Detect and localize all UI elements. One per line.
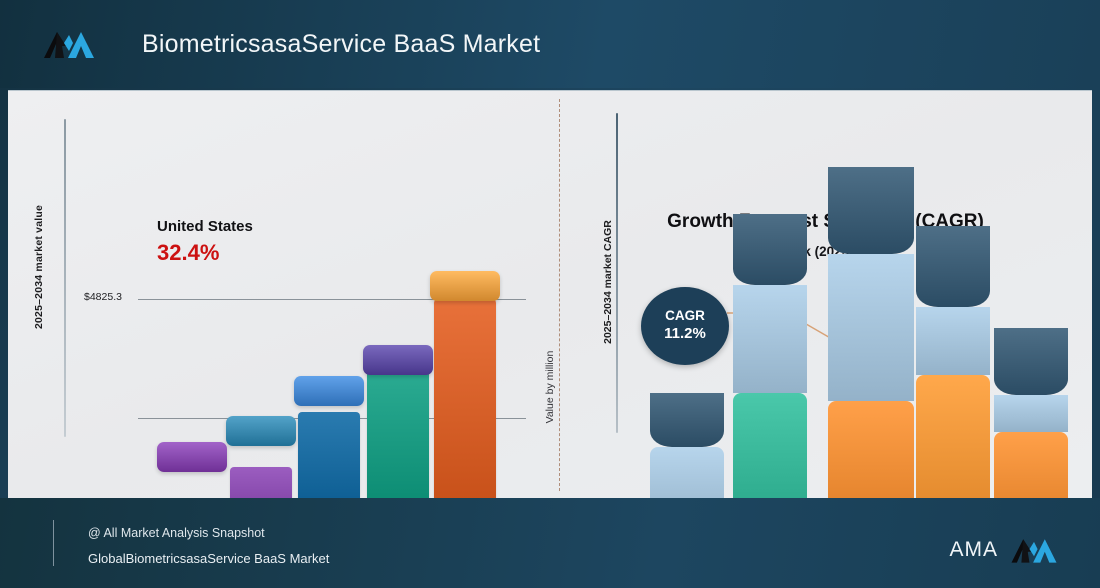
- right-bar-segment: [828, 253, 914, 401]
- right-chart-subtitle: Outlook (2025–2034): [759, 244, 892, 259]
- country-label: United States: [157, 218, 253, 235]
- footer-brand-text: AMA: [949, 538, 998, 561]
- y-tick-top: $4825.3: [84, 291, 122, 303]
- left-bar-cap: [430, 271, 500, 302]
- left-bar: [434, 299, 496, 526]
- right-stacked-bar: [828, 167, 914, 530]
- right-stacked-bar: [994, 328, 1068, 530]
- gridline-top: [138, 299, 526, 300]
- left-y-axis-line: [64, 119, 66, 437]
- cagr-badge: CAGR 11.2%: [641, 287, 729, 365]
- left-bar-cap: [157, 442, 227, 473]
- right-bar-segment: [828, 167, 914, 254]
- footer-divider: [53, 520, 54, 566]
- right-stacked-bar: [916, 226, 990, 530]
- footer-line-2: GlobalBiometricsasaService BaaS Market: [88, 551, 330, 566]
- left-bar-cap: [363, 345, 433, 376]
- right-bar-segment: [733, 285, 807, 393]
- right-bar-segment: [994, 328, 1068, 395]
- right-bar-segment: [994, 394, 1068, 432]
- content-panel: 2025–2034 market value United States 32.…: [8, 90, 1092, 547]
- header-bar: BiometricsasaService BaaS Market: [0, 0, 1100, 88]
- panel-divider: [559, 99, 560, 491]
- left-y-axis-title: 2025–2034 market value: [33, 204, 45, 330]
- country-growth-value: 32.4%: [157, 240, 220, 265]
- footer-line-1: @ All Market Analysis Snapshot: [88, 526, 265, 540]
- right-bar-segment: [916, 306, 990, 376]
- left-secondary-axis-label: Value by million: [544, 350, 556, 424]
- left-chart: 2025–2034 market value United States 32.…: [8, 91, 559, 545]
- ama-mountain-logo-icon: [44, 32, 94, 58]
- footer-bar: [0, 498, 1100, 588]
- footer-brand: AMA: [949, 532, 1060, 568]
- right-bar-segment: [916, 226, 990, 307]
- left-bar-cap: [226, 415, 296, 446]
- right-y-axis-line: [616, 113, 618, 433]
- right-stacked-bar: [733, 214, 807, 530]
- left-bar-cap: [294, 375, 364, 406]
- page-title: BiometricsasaService BaaS Market: [142, 29, 541, 58]
- right-bar-segment: [733, 214, 807, 285]
- cagr-badge-value: 11.2%: [664, 325, 706, 343]
- cagr-badge-label: CAGR: [665, 308, 705, 324]
- right-chart-title: Growth Forecast Snapshot (CAGR): [667, 211, 984, 232]
- right-chart: 2025–2034 market CAGR Growth Forecast Sn…: [559, 91, 1092, 547]
- right-bar-segment: [650, 392, 724, 447]
- ama-mountain-logo-icon: [1011, 539, 1057, 563]
